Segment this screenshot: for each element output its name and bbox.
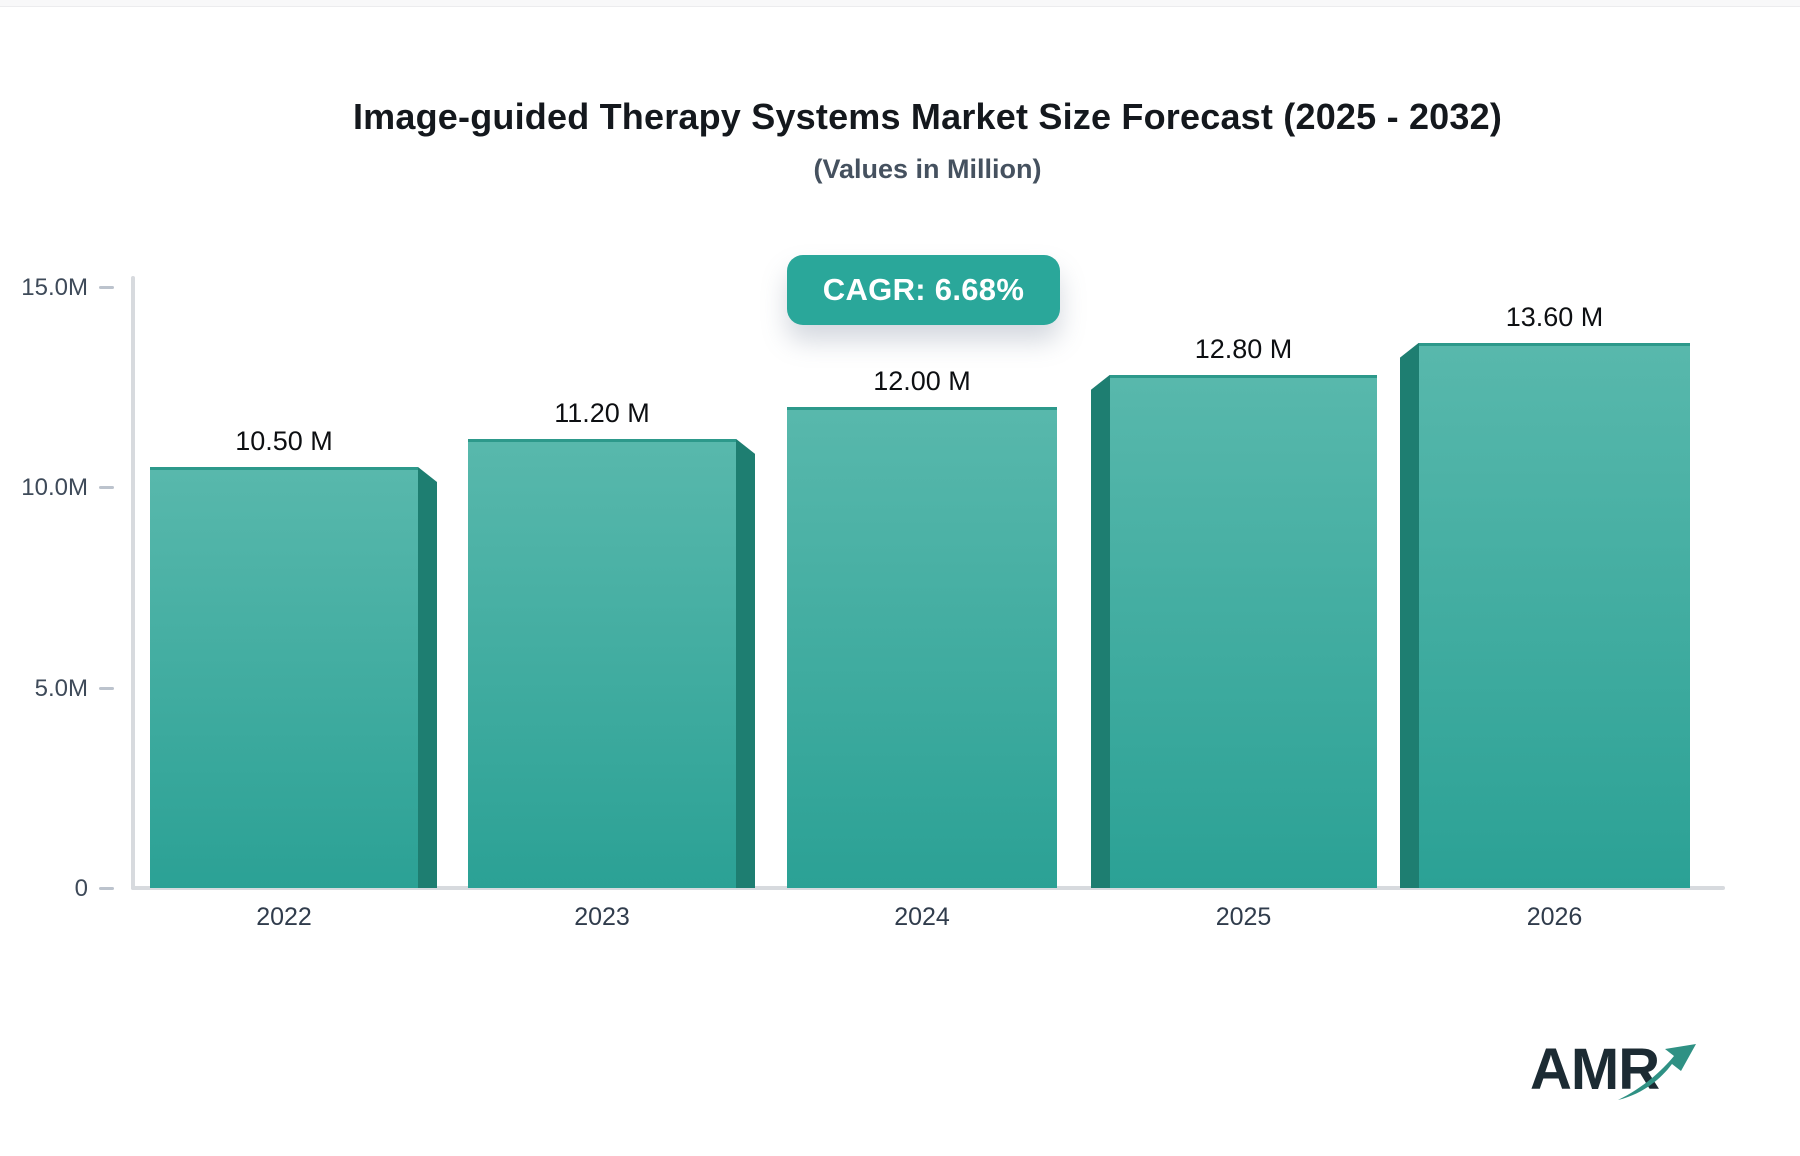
y-tick-mark (99, 887, 114, 890)
y-axis-line (131, 276, 135, 890)
bar-value-label-2024: 12.00 M (873, 365, 971, 396)
cagr-badge-label: CAGR: 6.68% (822, 272, 1025, 307)
bar-face (1419, 342, 1690, 888)
bar-face (468, 438, 736, 888)
y-tick-mark (99, 285, 114, 289)
x-axis-label-2026: 2026 (1526, 903, 1583, 931)
growth-arrow-icon (1618, 1044, 1696, 1100)
y-tick-label-5.0M: 5.0M (34, 674, 88, 702)
y-tick-label-0: 0 (74, 875, 88, 902)
cagr-badge: CAGR: 6.68% (787, 255, 1060, 325)
bar-3d-side (1400, 342, 1419, 888)
chart-subtitle: (Values in Million) (813, 154, 1042, 184)
x-axis-label-2025: 2025 (1215, 903, 1272, 931)
bar-3d-side (418, 466, 437, 888)
x-axis-label-2023: 2023 (574, 903, 630, 931)
x-axis-label-2024: 2024 (894, 903, 950, 931)
y-tick-label-15.0M: 15.0M (21, 273, 88, 301)
bar-2024[interactable] (787, 406, 1057, 888)
bar-3d-side (1091, 374, 1110, 888)
y-tick-label-10.0M: 10.0M (21, 474, 88, 501)
bar-value-label-2023: 11.20 M (554, 397, 650, 428)
bar-3d-side (736, 438, 755, 888)
top-strip (0, 0, 1800, 7)
bar-2023[interactable] (468, 438, 755, 888)
bar-face (150, 466, 418, 888)
y-tick-mark (99, 486, 114, 489)
chart-title: Image-guided Therapy Systems Market Size… (352, 96, 1503, 137)
chart-header: Image-guided Therapy Systems Market Size… (0, 96, 1800, 185)
bar-2022[interactable] (150, 466, 437, 888)
x-axis-baseline (131, 886, 1725, 890)
bar-face (787, 406, 1057, 888)
bar-face (1110, 374, 1377, 888)
amr-logo: AMR (1530, 1036, 1720, 1116)
bar-value-label-2026: 13.60 M (1505, 301, 1604, 332)
x-axis-label-2022: 2022 (256, 903, 312, 931)
bar-value-label-2022: 10.50 M (235, 425, 333, 456)
bar-2025[interactable] (1091, 374, 1377, 888)
bar-2026[interactable] (1400, 342, 1690, 888)
y-tick-mark (99, 686, 114, 690)
bar-value-label-2025: 12.80 M (1194, 333, 1293, 364)
